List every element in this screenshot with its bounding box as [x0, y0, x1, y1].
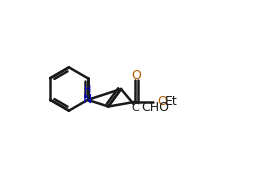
- Text: O: O: [132, 69, 141, 82]
- Text: N: N: [83, 93, 92, 106]
- Text: Et: Et: [165, 95, 178, 108]
- Text: CHO: CHO: [142, 101, 170, 113]
- Text: O: O: [157, 95, 167, 108]
- Text: C: C: [132, 103, 139, 113]
- Text: H: H: [84, 85, 91, 95]
